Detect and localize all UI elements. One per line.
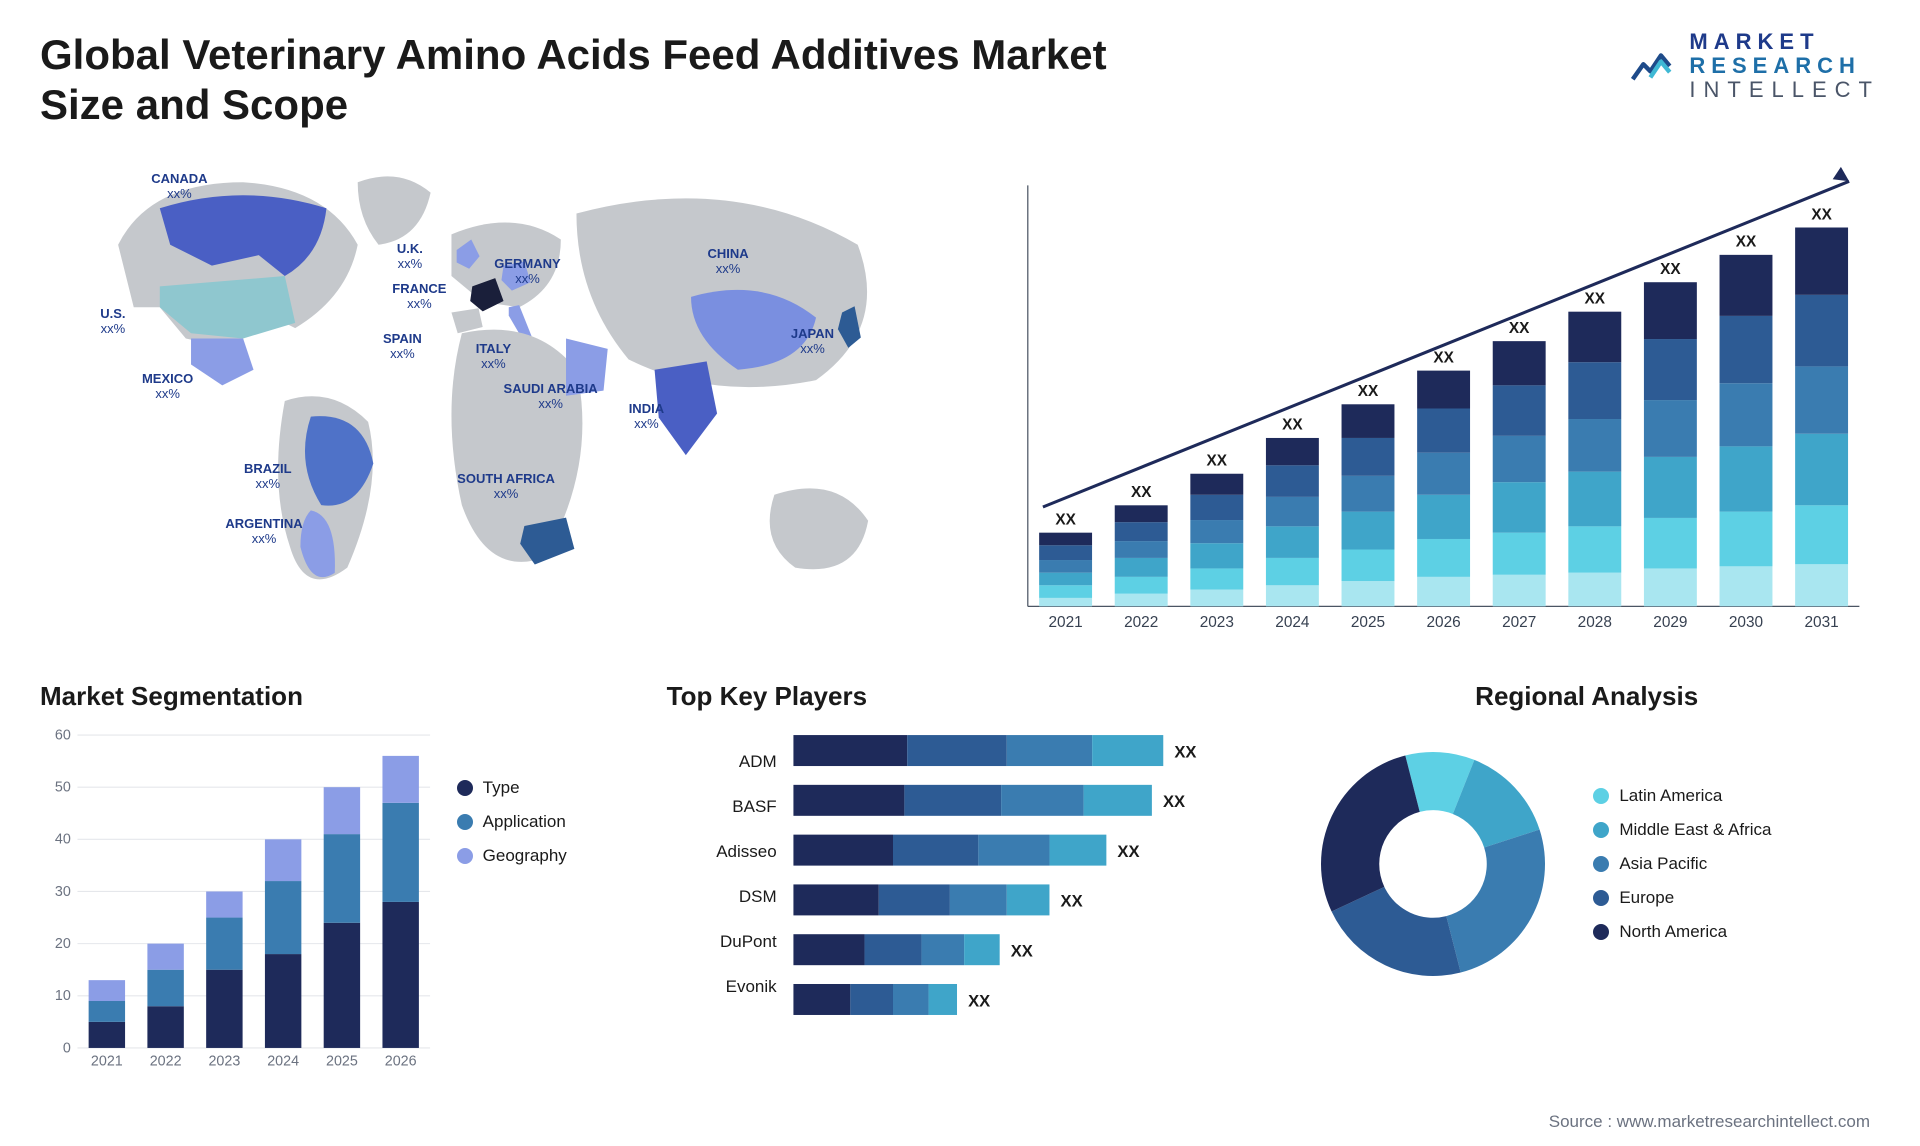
players-panel: Top Key Players ADMBASFAdisseoDSMDuPontE… — [667, 681, 1254, 1071]
players-name-list: ADMBASFAdisseoDSMDuPontEvonik — [667, 724, 777, 1056]
legend-item: Type — [457, 778, 627, 798]
svg-text:2030: 2030 — [1729, 614, 1763, 631]
svg-text:XX: XX — [1811, 206, 1832, 223]
svg-text:2022: 2022 — [1124, 614, 1158, 631]
svg-text:XX: XX — [1660, 261, 1681, 278]
legend-item: Asia Pacific — [1593, 854, 1880, 874]
svg-text:XX: XX — [1358, 383, 1379, 400]
segmentation-chart: 0 10 20 30 40 50 60 2021 2022 2023 2024 2025 2026 — [40, 724, 437, 1077]
svg-text:50: 50 — [55, 779, 71, 795]
players-title: Top Key Players — [667, 681, 1254, 712]
player-name: BASF — [667, 787, 777, 832]
map-label: CANADAxx% — [151, 171, 207, 202]
svg-text:XX: XX — [1433, 349, 1454, 366]
svg-text:2023: 2023 — [1200, 614, 1234, 631]
map-label: SAUDI ARABIAxx% — [504, 381, 598, 412]
map-label: U.K.xx% — [397, 241, 423, 272]
svg-text:XX: XX — [1117, 842, 1139, 861]
svg-text:XX: XX — [1207, 452, 1228, 469]
svg-text:2025: 2025 — [1351, 614, 1385, 631]
svg-text:10: 10 — [55, 988, 71, 1004]
svg-text:30: 30 — [55, 884, 71, 900]
svg-text:60: 60 — [55, 727, 71, 743]
svg-text:2024: 2024 — [1275, 614, 1310, 631]
map-label: INDIAxx% — [629, 401, 664, 432]
regional-panel: Regional Analysis Latin America Middle Ea… — [1293, 681, 1880, 1071]
svg-text:XX: XX — [1736, 233, 1757, 250]
map-label: GERMANYxx% — [494, 256, 560, 287]
svg-text:2023: 2023 — [208, 1053, 240, 1069]
svg-text:2026: 2026 — [385, 1053, 417, 1069]
player-name: Evonik — [667, 967, 777, 1012]
legend-item: Latin America — [1593, 786, 1880, 806]
map-label: SPAINxx% — [383, 331, 422, 362]
growth-chart: XX 2021 XX 2022 XX 2023 XX 2024 XX 2025 XX 2026 XX 20… — [997, 151, 1880, 651]
svg-text:0: 0 — [63, 1040, 71, 1056]
world-map: CANADAxx% U.S.xx% MEXICOxx% BRAZILxx% ARGENT… — [40, 151, 967, 651]
svg-text:2024: 2024 — [267, 1053, 299, 1069]
page-title: Global Veterinary Amino Acids Feed Addit… — [40, 30, 1140, 131]
svg-text:XX: XX — [1010, 941, 1032, 960]
brand-logo: MARKET RESEARCH INTELLECT — [1631, 30, 1880, 103]
player-name: ADM — [667, 742, 777, 787]
svg-text:2021: 2021 — [91, 1053, 123, 1069]
map-label: ARGENTINAxx% — [225, 516, 302, 547]
svg-text:2021: 2021 — [1049, 614, 1083, 631]
map-label: ITALYxx% — [476, 341, 511, 372]
logo-line2: RESEARCH — [1689, 54, 1880, 78]
svg-text:XX: XX — [1055, 511, 1076, 528]
legend-item: North America — [1593, 922, 1880, 942]
map-label: BRAZILxx% — [244, 461, 292, 492]
svg-text:2026: 2026 — [1427, 614, 1461, 631]
svg-text:40: 40 — [55, 832, 71, 848]
svg-text:2029: 2029 — [1653, 614, 1687, 631]
svg-text:XX: XX — [1131, 484, 1152, 501]
regional-title: Regional Analysis — [1293, 681, 1880, 712]
svg-text:XX: XX — [1282, 417, 1303, 434]
map-label: SOUTH AFRICAxx% — [457, 471, 555, 502]
svg-text:XX: XX — [1585, 290, 1606, 307]
svg-text:20: 20 — [55, 936, 71, 952]
map-label: U.S.xx% — [100, 306, 125, 337]
player-name: DSM — [667, 877, 777, 922]
players-chart: XX XX XX XX XX XX — [789, 724, 1254, 1056]
logo-line1: MARKET — [1689, 30, 1880, 54]
svg-text:2022: 2022 — [150, 1053, 182, 1069]
regional-donut — [1293, 724, 1573, 1004]
source-text: Source : www.marketresearchintellect.com — [1549, 1112, 1870, 1132]
map-label: FRANCExx% — [392, 281, 446, 312]
segmentation-panel: Market Segmentation 0 10 20 30 40 50 60 2021 202… — [40, 681, 627, 1071]
legend-item: Middle East & Africa — [1593, 820, 1880, 840]
svg-text:XX: XX — [1060, 892, 1082, 911]
svg-text:XX: XX — [1509, 320, 1530, 337]
player-name: Adisseo — [667, 832, 777, 877]
svg-text:2025: 2025 — [326, 1053, 358, 1069]
svg-text:XX: XX — [1174, 742, 1196, 761]
legend-item: Europe — [1593, 888, 1880, 908]
legend-item: Geography — [457, 846, 627, 866]
svg-text:2027: 2027 — [1502, 614, 1536, 631]
svg-text:2031: 2031 — [1805, 614, 1839, 631]
regional-legend: Latin America Middle East & Africa Asia Pa… — [1593, 772, 1880, 956]
svg-text:2028: 2028 — [1578, 614, 1612, 631]
player-name: DuPont — [667, 922, 777, 967]
svg-text:XX: XX — [968, 991, 990, 1010]
map-label: MEXICOxx% — [142, 371, 193, 402]
legend-item: Application — [457, 812, 627, 832]
logo-line3: INTELLECT — [1689, 78, 1880, 102]
svg-text:XX: XX — [1163, 792, 1185, 811]
map-label: JAPANxx% — [791, 326, 834, 357]
segmentation-legend: Type Application Geography — [457, 724, 627, 1077]
segmentation-title: Market Segmentation — [40, 681, 627, 712]
logo-mark-icon — [1631, 44, 1675, 88]
map-label: CHINAxx% — [707, 246, 748, 277]
